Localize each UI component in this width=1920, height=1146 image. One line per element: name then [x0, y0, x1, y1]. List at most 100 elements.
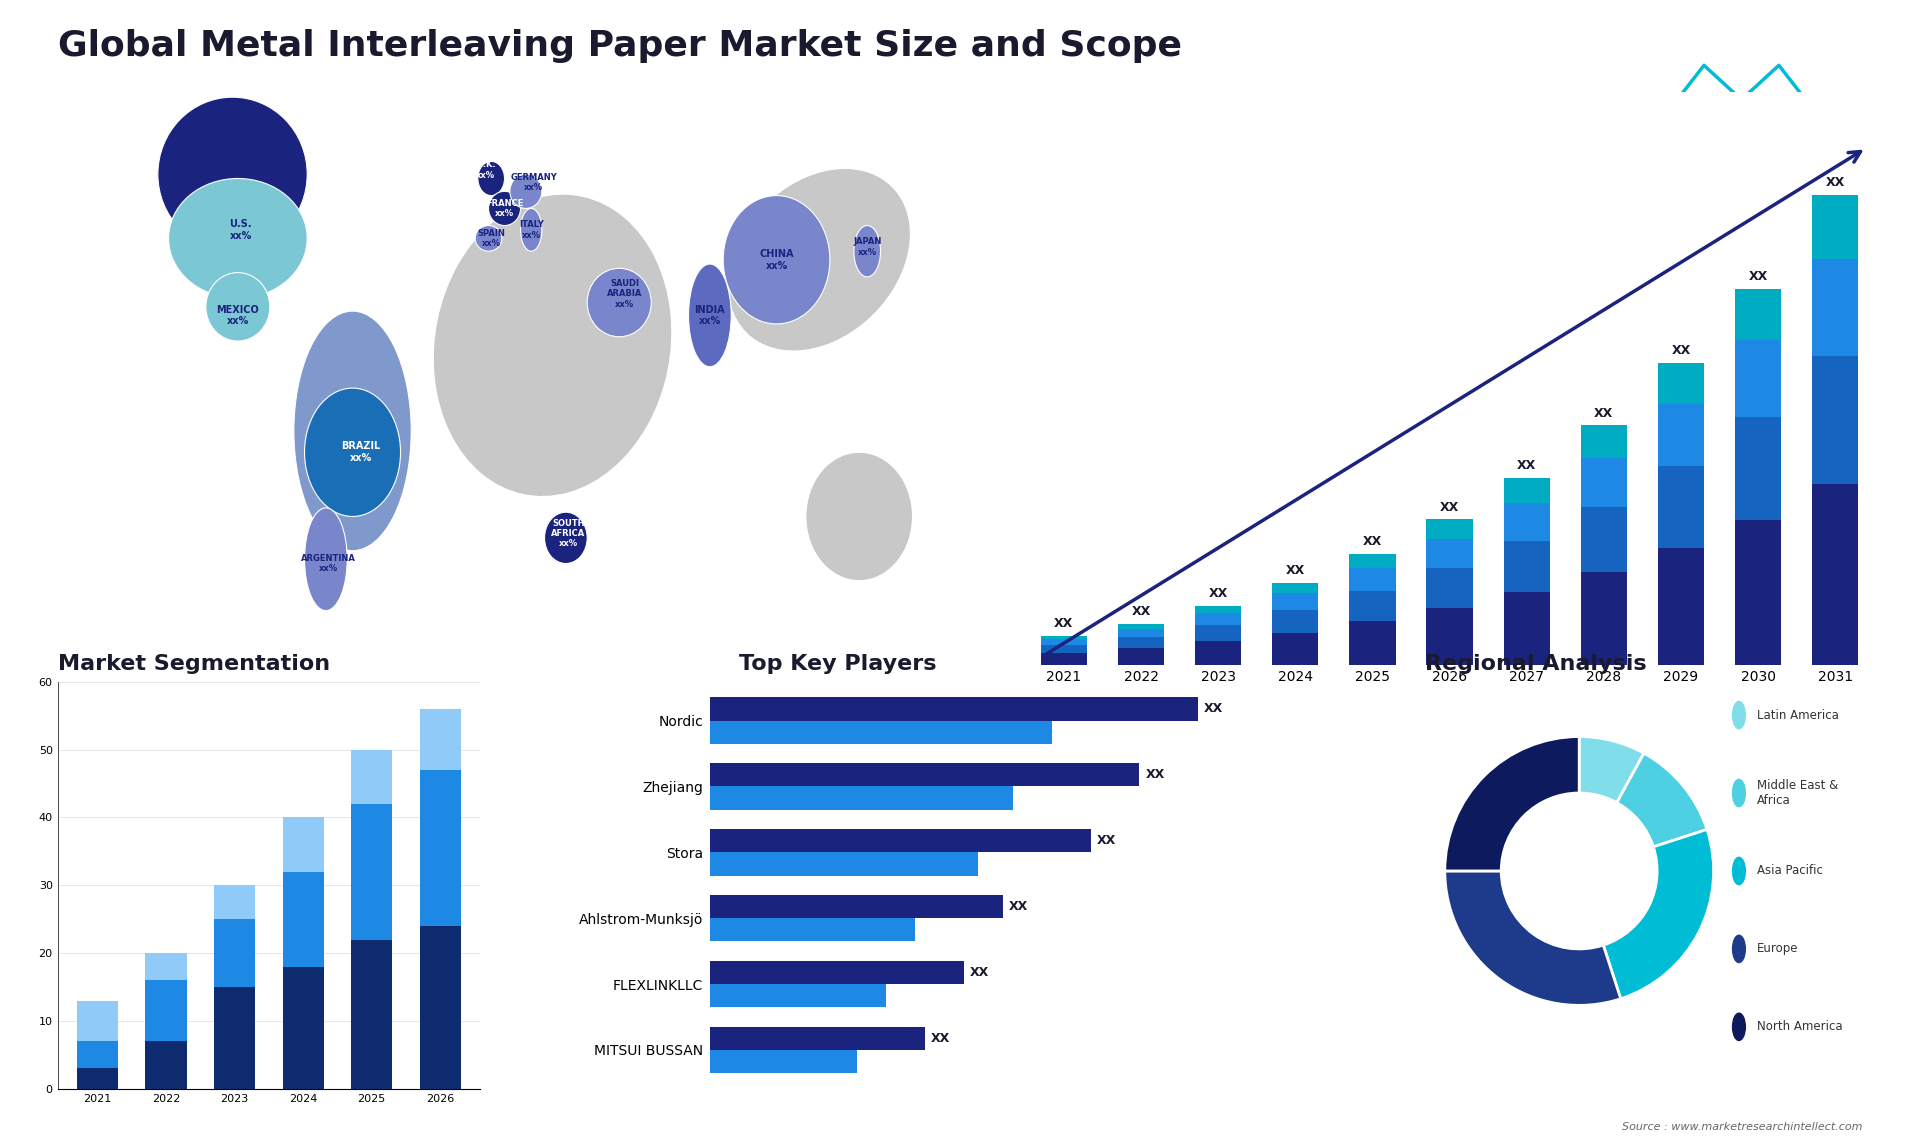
Bar: [146, 953, 186, 980]
Bar: [1194, 606, 1242, 613]
Text: Latin America: Latin America: [1757, 708, 1839, 722]
Wedge shape: [1578, 737, 1644, 802]
Text: MEXICO
xx%: MEXICO xx%: [217, 305, 259, 327]
Bar: [1350, 568, 1396, 591]
Bar: [1041, 652, 1087, 665]
Bar: [1657, 548, 1705, 665]
Bar: [351, 804, 392, 940]
Ellipse shape: [478, 162, 505, 196]
Circle shape: [1732, 701, 1745, 729]
Text: XX: XX: [1440, 501, 1459, 513]
Ellipse shape: [434, 194, 672, 496]
Text: XX: XX: [1826, 176, 1845, 189]
Ellipse shape: [294, 311, 411, 551]
Ellipse shape: [305, 388, 401, 517]
Bar: [282, 817, 324, 872]
Bar: [1041, 636, 1087, 639]
Bar: [1736, 289, 1782, 340]
Bar: [1194, 642, 1242, 665]
Bar: [1580, 457, 1626, 507]
Bar: [710, 918, 916, 942]
Ellipse shape: [724, 196, 829, 324]
Circle shape: [1732, 779, 1745, 807]
Text: GERMANY
xx%: GERMANY xx%: [511, 173, 557, 193]
Text: MARKET
RESEARCH
INTELLECT: MARKET RESEARCH INTELLECT: [1799, 70, 1855, 102]
Text: FRANCE
xx%: FRANCE xx%: [486, 198, 524, 218]
Text: SAUDI
ARABIA
xx%: SAUDI ARABIA xx%: [607, 280, 641, 309]
Text: Source : www.marketresearchintellect.com: Source : www.marketresearchintellect.com: [1622, 1122, 1862, 1132]
Bar: [77, 1068, 117, 1089]
Bar: [710, 853, 979, 876]
Legend: Type, Application, Geography: Type, Application, Geography: [920, 780, 1043, 858]
Bar: [213, 885, 255, 919]
Bar: [1427, 568, 1473, 609]
Bar: [1041, 639, 1087, 644]
Bar: [1812, 195, 1859, 259]
Bar: [1273, 633, 1319, 665]
Ellipse shape: [854, 226, 881, 277]
Ellipse shape: [305, 508, 348, 611]
Bar: [1350, 591, 1396, 621]
Bar: [1273, 594, 1319, 610]
Ellipse shape: [488, 191, 520, 226]
Wedge shape: [1444, 871, 1620, 1005]
Bar: [710, 895, 1002, 918]
Ellipse shape: [806, 453, 912, 581]
Text: CANADA
xx%: CANADA xx%: [188, 129, 234, 151]
Bar: [1503, 592, 1549, 665]
Bar: [1580, 507, 1626, 572]
Text: North America: North America: [1757, 1020, 1843, 1034]
Bar: [710, 786, 1012, 810]
Text: XX: XX: [1286, 564, 1306, 578]
Bar: [1736, 340, 1782, 417]
Text: Global Metal Interleaving Paper Market Size and Scope: Global Metal Interleaving Paper Market S…: [58, 29, 1181, 63]
Bar: [1503, 541, 1549, 592]
Ellipse shape: [511, 174, 541, 209]
Bar: [1657, 403, 1705, 465]
Text: XX: XX: [1208, 588, 1227, 601]
Bar: [1427, 539, 1473, 568]
Bar: [1427, 609, 1473, 665]
Ellipse shape: [689, 264, 732, 367]
Bar: [351, 749, 392, 804]
Text: CHINA
xx%: CHINA xx%: [758, 249, 793, 270]
Bar: [1736, 417, 1782, 520]
Bar: [1812, 355, 1859, 484]
Text: XX: XX: [1096, 834, 1116, 847]
Ellipse shape: [205, 273, 271, 342]
Ellipse shape: [476, 226, 501, 251]
Bar: [420, 770, 461, 926]
Bar: [1117, 623, 1164, 628]
Text: XX: XX: [1146, 768, 1165, 782]
Wedge shape: [1617, 753, 1707, 847]
Bar: [213, 919, 255, 987]
Text: U.K.
xx%: U.K. xx%: [476, 160, 495, 180]
Text: JAPAN
xx%: JAPAN xx%: [852, 237, 881, 257]
Text: XX: XX: [1054, 618, 1073, 630]
Bar: [420, 926, 461, 1089]
Bar: [282, 872, 324, 967]
Bar: [213, 987, 255, 1089]
Ellipse shape: [545, 512, 588, 564]
Bar: [710, 829, 1091, 853]
Text: XX: XX: [1204, 702, 1223, 715]
Bar: [710, 1027, 925, 1050]
Wedge shape: [1444, 737, 1580, 871]
Bar: [77, 1000, 117, 1042]
Circle shape: [1501, 793, 1657, 949]
Bar: [1117, 647, 1164, 665]
Bar: [1194, 626, 1242, 642]
Text: U.S.
xx%: U.S. xx%: [228, 219, 252, 241]
Text: ITALY
xx%: ITALY xx%: [518, 220, 543, 240]
Bar: [282, 967, 324, 1089]
Wedge shape: [1603, 830, 1713, 999]
Circle shape: [1732, 857, 1745, 885]
Circle shape: [1732, 1013, 1745, 1041]
Bar: [1117, 628, 1164, 636]
Circle shape: [1732, 935, 1745, 963]
Text: XX: XX: [931, 1031, 950, 1045]
Ellipse shape: [157, 97, 307, 251]
Text: XX: XX: [1131, 605, 1150, 618]
Text: XX: XX: [1594, 407, 1613, 419]
Ellipse shape: [520, 209, 541, 251]
